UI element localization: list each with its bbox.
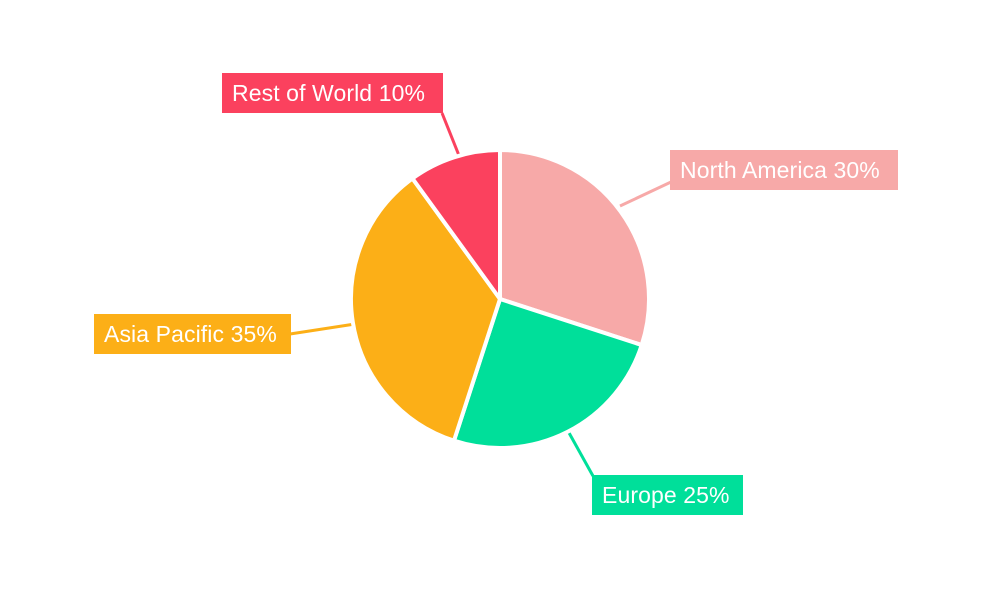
pie-label-rest-of-world[interactable]: Rest of World 10% xyxy=(222,73,443,113)
leader-line-asia-pacific xyxy=(289,322,356,336)
pie-label-text: Rest of World 10% xyxy=(232,79,426,106)
pie-slice-north-america[interactable] xyxy=(498,148,651,348)
pie-label-europe[interactable]: Europe 25% xyxy=(592,475,743,515)
leader-line-europe xyxy=(566,430,595,477)
pie-label-asia-pacific[interactable]: Asia Pacific 35% xyxy=(94,314,291,354)
leader-line-group xyxy=(289,112,672,477)
pie-wedge-group xyxy=(349,148,651,450)
pie-label-north-america[interactable]: North America 30% xyxy=(670,150,898,190)
pie-label-text: North America 30% xyxy=(680,156,880,183)
pie-slice-europe[interactable] xyxy=(451,297,644,450)
pie-label-text: Europe 25% xyxy=(602,481,730,508)
pie-slice-asia-pacific[interactable] xyxy=(349,176,502,443)
pie-label-text: Asia Pacific 35% xyxy=(104,320,277,347)
pie-slice-rest-of-world[interactable] xyxy=(410,148,502,301)
leader-line-north-america xyxy=(619,180,672,208)
